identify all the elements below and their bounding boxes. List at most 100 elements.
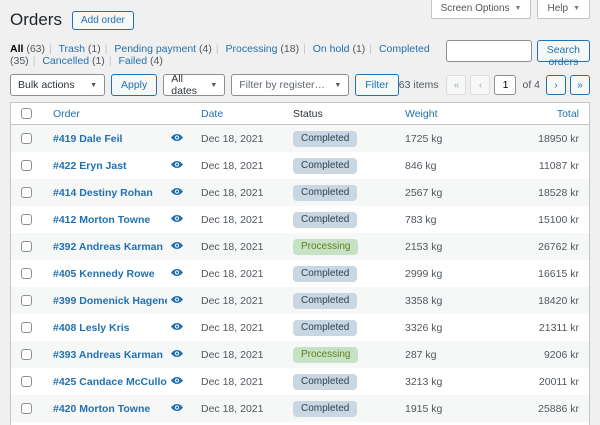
- row-checkbox[interactable]: [21, 403, 32, 415]
- add-order-button[interactable]: Add order: [71, 10, 134, 30]
- order-date: Dec 18, 2021: [201, 294, 264, 307]
- order-link[interactable]: #392 Andreas Karman: [53, 240, 163, 253]
- screen-options-label: Screen Options: [440, 3, 510, 14]
- prev-page-button[interactable]: ‹: [470, 75, 491, 95]
- order-weight: 287 kg: [405, 348, 437, 361]
- row-checkbox[interactable]: [21, 295, 32, 307]
- order-link[interactable]: #414 Destiny Rohan: [53, 186, 153, 199]
- apply-button[interactable]: Apply: [111, 74, 158, 96]
- preview-eye-icon[interactable]: [171, 403, 183, 412]
- order-total: 11087 kr: [538, 159, 579, 172]
- table-row: #422 Eryn Jast Dec 18, 2021 Completed 84…: [11, 152, 589, 179]
- table-row: #419 Dale Feil Dec 18, 2021 Completed 17…: [11, 125, 589, 152]
- preview-eye-icon[interactable]: [171, 214, 183, 223]
- screen-options-button[interactable]: Screen Options ▼: [430, 0, 532, 19]
- last-page-button[interactable]: »: [570, 75, 590, 95]
- preview-eye-icon[interactable]: [171, 241, 183, 250]
- row-checkbox[interactable]: [21, 160, 32, 172]
- status-filter-item: Pending payment (4) |: [114, 43, 219, 55]
- bulk-actions-select[interactable]: Bulk actions ▼: [10, 74, 105, 96]
- order-link[interactable]: #420 Morton Towne: [53, 402, 151, 415]
- status-filter-link[interactable]: Cancelled (1): [42, 55, 105, 67]
- help-label: Help: [547, 3, 569, 14]
- table-row: #412 Morton Towne Dec 18, 2021 Completed…: [11, 206, 589, 233]
- row-checkbox[interactable]: [21, 322, 32, 334]
- row-checkbox[interactable]: [21, 349, 32, 361]
- table-row: #425 Candace McCullough Dec 18, 2021 Com…: [11, 368, 589, 395]
- table-toolbar: Bulk actions ▼ Apply All dates ▼ Filter …: [10, 73, 399, 97]
- status-filter-item: Cancelled (1) |: [42, 55, 112, 67]
- preview-eye-icon[interactable]: [171, 187, 183, 196]
- next-page-button[interactable]: ›: [546, 75, 566, 95]
- order-link[interactable]: #412 Morton Towne: [53, 213, 151, 226]
- all-dates-select[interactable]: All dates ▼: [163, 73, 226, 97]
- status-filter-item: Trash (1) |: [58, 43, 108, 55]
- order-weight: 1915 kg: [405, 402, 443, 415]
- status-badge: Completed: [293, 373, 358, 390]
- status-filter-item: Processing (18) |: [225, 43, 306, 55]
- order-link[interactable]: #393 Andreas Karman: [53, 348, 163, 361]
- order-link[interactable]: #425 Candace McCullough: [53, 375, 167, 388]
- order-link[interactable]: #419 Dale Feil: [53, 132, 123, 145]
- order-link[interactable]: #408 Lesly Kris: [53, 321, 130, 334]
- status-filter-link[interactable]: Pending payment (4): [114, 43, 212, 55]
- order-weight: 846 kg: [405, 159, 437, 172]
- order-total: 25886 kr: [538, 402, 579, 415]
- filter-button[interactable]: Filter: [355, 74, 399, 96]
- preview-eye-icon[interactable]: [171, 295, 183, 304]
- order-link[interactable]: #422 Eryn Jast: [53, 159, 127, 172]
- status-badge: Completed: [293, 211, 358, 228]
- preview-eye-icon[interactable]: [171, 160, 183, 169]
- filter-customer-value: Filter by registered customer: [239, 79, 327, 91]
- order-link[interactable]: #405 Kennedy Rowe: [53, 267, 155, 280]
- search-orders-button[interactable]: Search orders: [536, 40, 590, 68]
- row-checkbox[interactable]: [21, 214, 32, 226]
- status-filter-link[interactable]: On hold (1): [312, 43, 366, 55]
- status-filter-link[interactable]: Processing (18): [225, 43, 300, 55]
- select-all-checkbox[interactable]: [21, 108, 32, 120]
- order-link[interactable]: #399 Domenick Hagenes: [53, 294, 167, 307]
- current-page-input[interactable]: [494, 75, 517, 95]
- order-date: Dec 18, 2021: [201, 321, 264, 334]
- chevron-down-icon: ▼: [334, 81, 342, 89]
- row-checkbox[interactable]: [21, 133, 32, 145]
- column-header-date[interactable]: Date: [201, 107, 224, 120]
- order-weight: 3326 kg: [405, 321, 443, 334]
- status-badge: Completed: [293, 184, 358, 201]
- table-row: #393 Andreas Karman Dec 18, 2021 Process…: [11, 341, 589, 368]
- status-badge: Processing: [293, 238, 359, 255]
- search-input[interactable]: [445, 40, 532, 62]
- help-button[interactable]: Help ▼: [537, 0, 590, 19]
- status-filter-link[interactable]: Completed (35): [10, 43, 430, 67]
- table-row: #405 Kennedy Rowe Dec 18, 2021 Completed…: [11, 260, 589, 287]
- status-filter-item: Failed (4)|: [118, 55, 162, 67]
- pagination: 63 items « ‹ of 4 › »: [399, 75, 590, 95]
- order-total: 15100 kr: [538, 213, 579, 226]
- status-filter-link[interactable]: All (63): [10, 43, 46, 55]
- row-checkbox[interactable]: [21, 187, 32, 199]
- order-date: Dec 18, 2021: [201, 213, 264, 226]
- preview-eye-icon[interactable]: [171, 376, 183, 385]
- preview-eye-icon[interactable]: [171, 322, 183, 331]
- column-header-order[interactable]: Order: [53, 107, 80, 120]
- order-date: Dec 18, 2021: [201, 186, 264, 199]
- status-filter-link[interactable]: Failed (4): [118, 55, 163, 67]
- order-date: Dec 18, 2021: [201, 348, 264, 361]
- preview-eye-icon[interactable]: [171, 349, 183, 358]
- filter-customer-select[interactable]: Filter by registered customer ▼: [231, 74, 350, 96]
- first-page-button[interactable]: «: [446, 75, 467, 95]
- status-filter-link[interactable]: Trash (1): [58, 43, 101, 55]
- status-badge: Completed: [293, 292, 358, 309]
- table-row: #399 Domenick Hagenes Dec 18, 2021 Compl…: [11, 287, 589, 314]
- row-checkbox[interactable]: [21, 268, 32, 280]
- row-checkbox[interactable]: [21, 376, 32, 388]
- column-header-total[interactable]: Total: [556, 107, 579, 120]
- status-filter-item: On hold (1) |: [312, 43, 373, 55]
- preview-eye-icon[interactable]: [171, 268, 183, 277]
- row-checkbox[interactable]: [21, 241, 32, 253]
- chevron-down-icon: ▼: [514, 5, 522, 12]
- order-weight: 1725 kg: [405, 132, 443, 145]
- preview-eye-icon[interactable]: [171, 133, 183, 142]
- order-date: Dec 18, 2021: [201, 159, 264, 172]
- column-header-weight[interactable]: Weight: [405, 107, 438, 120]
